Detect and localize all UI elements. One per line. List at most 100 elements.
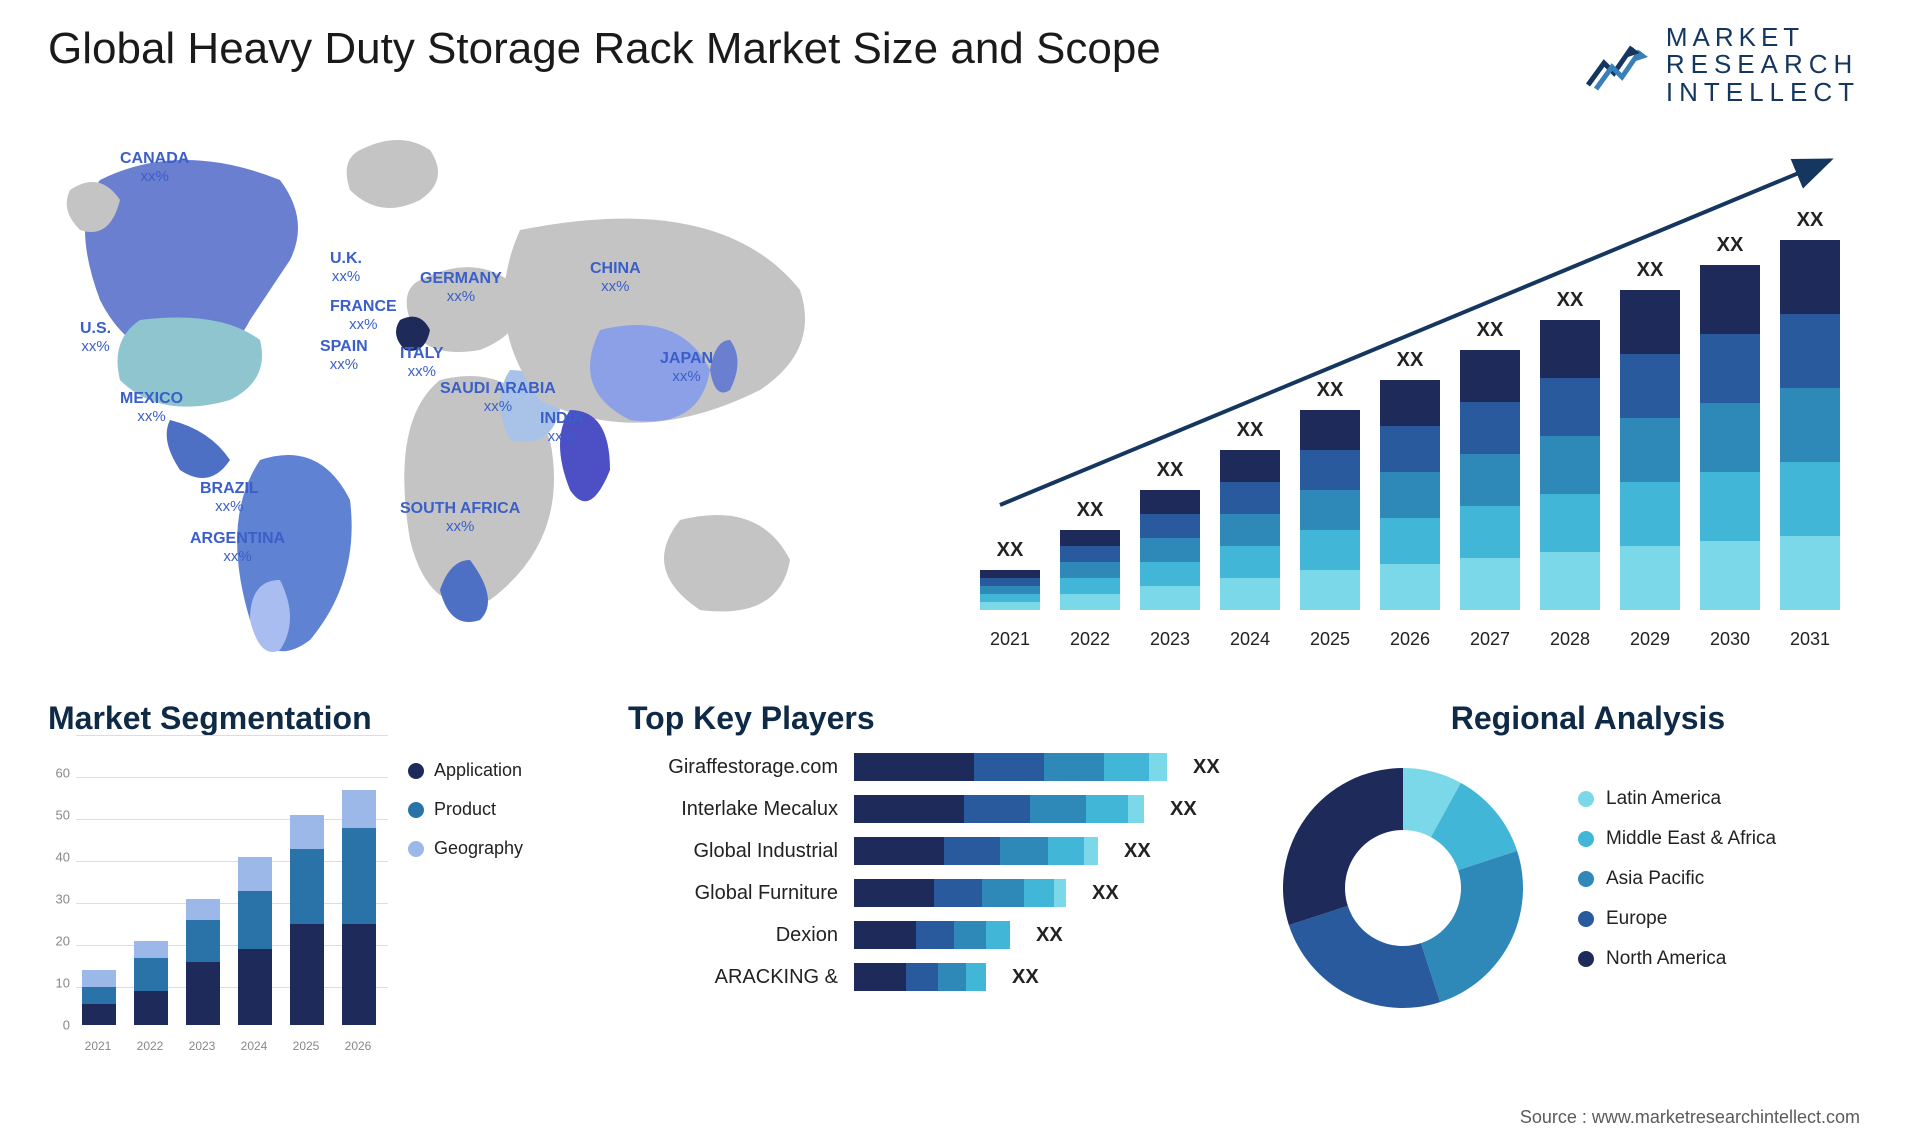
- market-size-chart: 2021202220232024202520262027202820292030…: [980, 150, 1860, 650]
- brand-logo: MARKET RESEARCH INTELLECT: [1584, 24, 1860, 106]
- seg-xlabel-2022: 2022: [128, 1039, 172, 1053]
- donut-slice-europe: [1289, 906, 1440, 1008]
- seg-bar-2024: [238, 857, 272, 1025]
- player-value: XX: [1012, 966, 1039, 989]
- player-bar: [854, 753, 1167, 781]
- xlabel-2027: 2027: [1455, 629, 1525, 650]
- logo-line3: INTELLECT: [1666, 79, 1860, 106]
- seg-xlabel-2021: 2021: [76, 1039, 120, 1053]
- regional-title: Regional Analysis: [1268, 700, 1908, 737]
- logo-line1: MARKET: [1666, 24, 1860, 51]
- region-legend-north-america: North America: [1578, 948, 1776, 970]
- player-row-dexion: Dexion XX: [628, 921, 1228, 949]
- map-label-italy: ITALYxx%: [400, 345, 444, 381]
- ytick-0: 0: [63, 1018, 70, 1033]
- xlabel-2021: 2021: [975, 629, 1045, 650]
- key-players-title: Top Key Players: [628, 700, 1228, 737]
- map-label-south-africa: SOUTH AFRICAxx%: [400, 500, 520, 536]
- map-label-india: INDIAxx%: [540, 410, 584, 446]
- map-label-u-s-: U.S.xx%: [80, 320, 111, 356]
- toplabel-2022: XX: [1055, 499, 1125, 522]
- player-name: Giraffestorage.com: [628, 756, 838, 779]
- toplabel-2028: XX: [1535, 289, 1605, 312]
- map-label-germany: GERMANYxx%: [420, 270, 502, 306]
- segmentation-legend: Application Product Geography: [408, 760, 523, 877]
- seg-xlabel-2024: 2024: [232, 1039, 276, 1053]
- logo-mark-icon: [1584, 37, 1654, 93]
- seg-bar-2023: [186, 899, 220, 1025]
- player-row-interlake-mecalux: Interlake Mecalux XX: [628, 795, 1228, 823]
- toplabel-2021: XX: [975, 539, 1045, 562]
- toplabel-2029: XX: [1615, 259, 1685, 282]
- map-label-brazil: BRAZILxx%: [200, 480, 259, 516]
- legend-item-product: Product: [408, 799, 523, 820]
- player-value: XX: [1193, 756, 1220, 779]
- toplabel-2030: XX: [1695, 234, 1765, 257]
- player-row-aracking-: ARACKING &XX: [628, 963, 1228, 991]
- toplabel-2027: XX: [1455, 319, 1525, 342]
- player-name: Global Furniture: [628, 882, 838, 905]
- seg-xlabel-2025: 2025: [284, 1039, 328, 1053]
- xlabel-2029: 2029: [1615, 629, 1685, 650]
- toplabel-2023: XX: [1135, 459, 1205, 482]
- toplabel-2024: XX: [1215, 419, 1285, 442]
- regional-panel: Regional Analysis Latin America Middle Ea…: [1268, 700, 1908, 1080]
- segmentation-chart: 0 10 20 30 40 50 60 2021 2022 2023 2024 2025 2026: [48, 753, 388, 1053]
- seg-xlabel-2026: 2026: [336, 1039, 380, 1053]
- segmentation-panel: Market Segmentation 0 10 20 30 40 50 60 2021 202…: [48, 700, 588, 1080]
- page-title: Global Heavy Duty Storage Rack Market Si…: [48, 24, 1161, 74]
- player-name: Global Industrial: [628, 840, 838, 863]
- donut-slice-north-america: [1283, 768, 1403, 925]
- ytick-40: 40: [56, 850, 70, 865]
- map-label-argentina: ARGENTINAxx%: [190, 530, 285, 566]
- ytick-10: 10: [56, 976, 70, 991]
- logo-line2: RESEARCH: [1666, 51, 1860, 78]
- player-value: XX: [1170, 798, 1197, 821]
- map-label-canada: CANADAxx%: [120, 150, 189, 186]
- map-label-u-k-: U.K.xx%: [330, 250, 362, 286]
- world-map: CANADAxx% U.S.xx% MEXICOxx% BRAZILxx% ARGENT…: [40, 120, 920, 660]
- xlabel-2025: 2025: [1295, 629, 1365, 650]
- map-label-france: FRANCExx%: [330, 298, 397, 334]
- player-bar: [854, 837, 1098, 865]
- seg-bar-2021: [82, 970, 116, 1025]
- legend-item-application: Application: [408, 760, 523, 781]
- donut-slice-asia-pacific: [1421, 851, 1523, 1002]
- seg-bar-2025: [290, 815, 324, 1025]
- regional-legend: Latin America Middle East & Africa Asia Pa…: [1578, 788, 1776, 988]
- seg-bar-2022: [134, 941, 168, 1025]
- player-name: Dexion: [628, 924, 838, 947]
- player-value: XX: [1036, 924, 1063, 947]
- ytick-30: 30: [56, 892, 70, 907]
- legend-item-geography: Geography: [408, 838, 523, 859]
- ytick-20: 20: [56, 934, 70, 949]
- segmentation-title: Market Segmentation: [48, 700, 588, 737]
- map-label-mexico: MEXICOxx%: [120, 390, 183, 426]
- source-attribution: Source : www.marketresearchintellect.com: [1520, 1107, 1860, 1128]
- map-label-spain: SPAINxx%: [320, 338, 368, 374]
- regional-donut-chart: [1268, 753, 1538, 1023]
- xlabel-2031: 2031: [1775, 629, 1845, 650]
- xlabel-2028: 2028: [1535, 629, 1605, 650]
- toplabel-2031: XX: [1775, 209, 1845, 232]
- player-row-global-furniture: Global Furniture XX: [628, 879, 1228, 907]
- player-value: XX: [1092, 882, 1119, 905]
- player-bar: [854, 963, 986, 991]
- map-label-china: CHINAxx%: [590, 260, 641, 296]
- ytick-60: 60: [56, 766, 70, 781]
- toplabel-2025: XX: [1295, 379, 1365, 402]
- region-legend-asia-pacific: Asia Pacific: [1578, 868, 1776, 890]
- xlabel-2023: 2023: [1135, 629, 1205, 650]
- ytick-50: 50: [56, 808, 70, 823]
- map-label-japan: JAPANxx%: [660, 350, 713, 386]
- region-legend-latin-america: Latin America: [1578, 788, 1776, 810]
- key-players-panel: Top Key Players Giraffestorage.comXXInte…: [628, 700, 1228, 1080]
- map-label-saudi-arabia: SAUDI ARABIAxx%: [440, 380, 556, 416]
- seg-xlabel-2023: 2023: [180, 1039, 224, 1053]
- player-value: XX: [1124, 840, 1151, 863]
- region-legend-middle-east-africa: Middle East & Africa: [1578, 828, 1776, 850]
- region-legend-europe: Europe: [1578, 908, 1776, 930]
- seg-bar-2026: [342, 790, 376, 1025]
- player-name: Interlake Mecalux: [628, 798, 838, 821]
- xlabel-2030: 2030: [1695, 629, 1765, 650]
